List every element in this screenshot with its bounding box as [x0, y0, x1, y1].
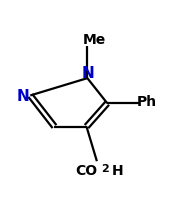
Text: Me: Me: [83, 33, 106, 47]
Text: H: H: [112, 163, 123, 177]
Text: Ph: Ph: [137, 94, 157, 108]
Text: N: N: [82, 65, 95, 80]
Text: N: N: [17, 89, 30, 103]
Text: CO: CO: [76, 163, 98, 177]
Text: 2: 2: [101, 163, 109, 173]
